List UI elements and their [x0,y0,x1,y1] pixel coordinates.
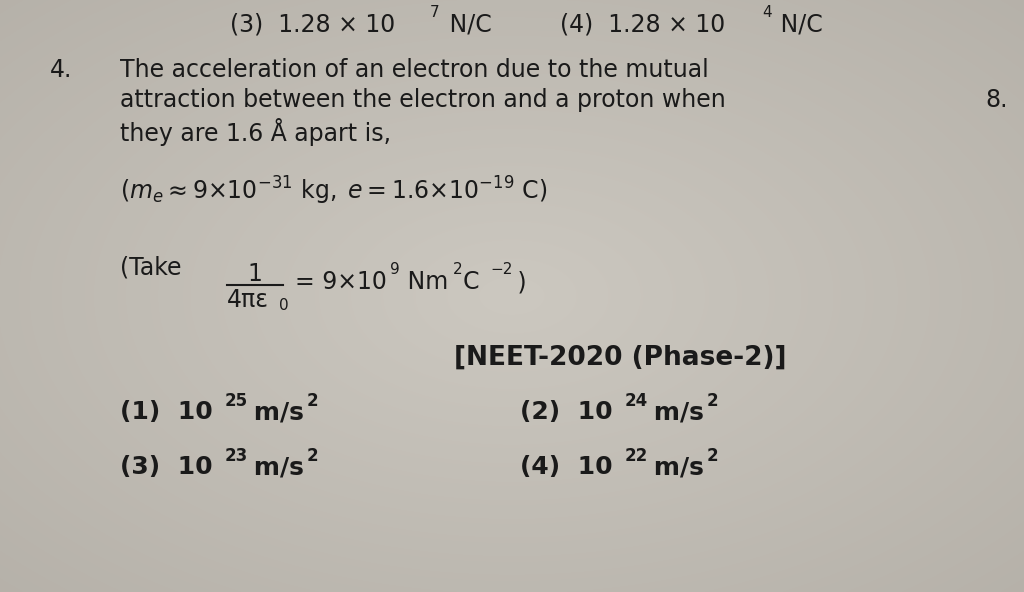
Text: 24: 24 [625,392,648,410]
Text: Nm: Nm [400,270,449,294]
Text: 0: 0 [279,298,289,313]
Text: (4)  10: (4) 10 [520,455,612,479]
Text: they are 1.6 Å apart is,: they are 1.6 Å apart is, [120,118,391,146]
Text: (2)  10: (2) 10 [520,400,612,424]
Text: m/s: m/s [645,455,703,479]
Text: m/s: m/s [645,400,703,424]
Text: 8.: 8. [985,88,1008,112]
Text: 4: 4 [762,5,772,20]
Text: (4)  1.28 × 10: (4) 1.28 × 10 [560,12,725,36]
Text: attraction between the electron and a proton when: attraction between the electron and a pr… [120,88,726,112]
Text: m/s: m/s [245,455,304,479]
Text: 4πε: 4πε [227,288,269,312]
Text: 22: 22 [625,447,648,465]
Text: [NEET-2020 (Phase-2)]: [NEET-2020 (Phase-2)] [454,345,786,371]
Text: N/C: N/C [442,12,492,36]
Text: $(m_e \approx 9{\times}10^{-31}$ kg$,\; e = 1.6{\times}10^{-19}$ C): $(m_e \approx 9{\times}10^{-31}$ kg$,\; … [120,175,548,207]
Text: 25: 25 [225,392,248,410]
Text: m/s: m/s [245,400,304,424]
Text: −2: −2 [490,262,512,277]
Text: (3)  10: (3) 10 [120,455,213,479]
Text: ): ) [510,270,526,294]
Text: 2: 2 [307,392,318,410]
Text: 4.: 4. [50,58,73,82]
Text: The acceleration of an electron due to the mutual: The acceleration of an electron due to t… [120,58,709,82]
Text: (1)  10: (1) 10 [120,400,213,424]
Text: (3)  1.28 × 10: (3) 1.28 × 10 [230,12,395,36]
Text: 7: 7 [430,5,439,20]
Text: 2: 2 [707,447,719,465]
Text: 1: 1 [248,262,262,286]
Text: 2: 2 [453,262,463,277]
Text: 2: 2 [307,447,318,465]
Text: = 9×10: = 9×10 [295,270,387,294]
Text: C: C [463,270,479,294]
Text: N/C: N/C [773,12,822,36]
Text: (Take: (Take [120,255,181,279]
Text: 9: 9 [390,262,399,277]
Text: 2: 2 [707,392,719,410]
Text: 23: 23 [225,447,248,465]
